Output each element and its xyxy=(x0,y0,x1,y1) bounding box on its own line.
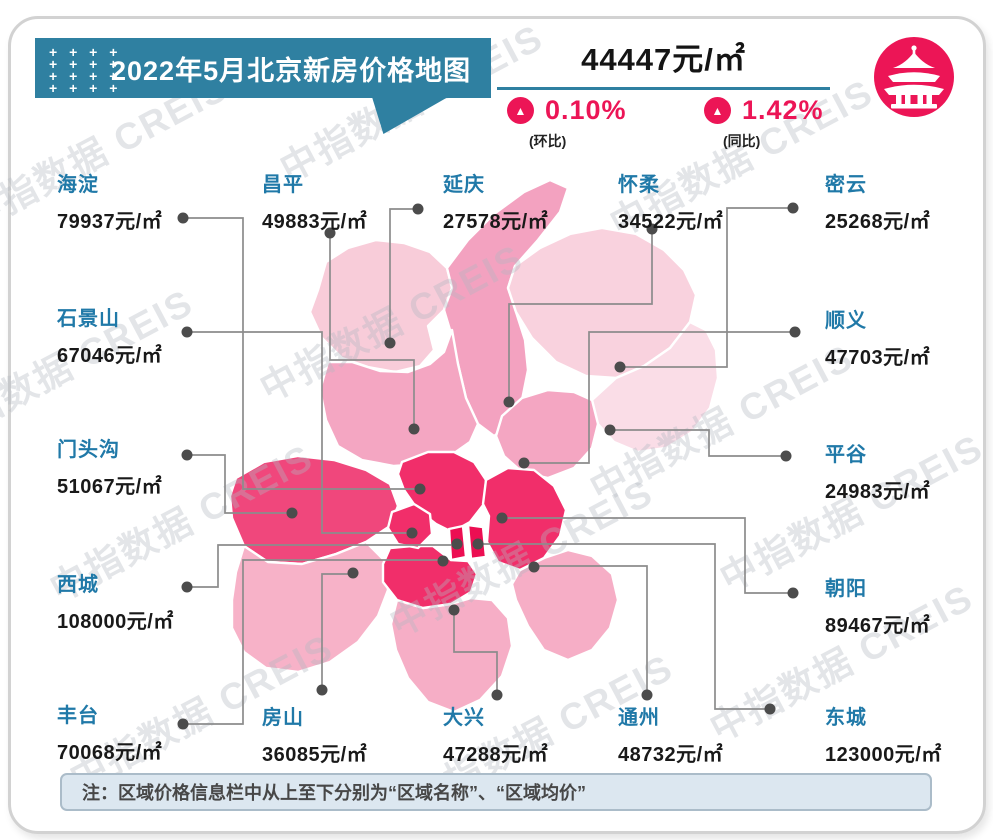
district-name: 东城 xyxy=(825,707,867,729)
header-divider xyxy=(497,87,830,90)
district-label-miyun: 密云 25268元/㎡ xyxy=(825,168,930,234)
footnote-text: 注：区域价格信息栏中从上至下分别为“区域名称”、“区域均价” xyxy=(82,783,586,803)
district-label-pinggu: 平谷 24983元/㎡ xyxy=(825,438,930,504)
district-label-yanqing: 延庆 27578元/㎡ xyxy=(443,168,548,234)
district-price: 25268元/㎡ xyxy=(825,211,931,233)
district-label-fengtai: 丰台 70068元/㎡ xyxy=(57,699,162,765)
district-price: 89467元/㎡ xyxy=(825,615,931,637)
district-name: 通州 xyxy=(618,707,660,729)
district-label-shijingshan: 石景山 67046元/㎡ xyxy=(57,302,162,368)
district-name: 密云 xyxy=(825,174,867,196)
up-arrow-icon: ▲ xyxy=(704,97,731,124)
district-name: 昌平 xyxy=(262,174,304,196)
district-label-xicheng: 西城 108000元/㎡ xyxy=(57,568,174,634)
district-price: 24983元/㎡ xyxy=(825,481,931,503)
district-price: 123000元/㎡ xyxy=(825,744,942,766)
district-label-daxing: 大兴 47288元/㎡ xyxy=(443,701,548,767)
district-name: 西城 xyxy=(57,574,99,596)
district-name: 延庆 xyxy=(443,174,485,196)
district-label-mentougou: 门头沟 51067元/㎡ xyxy=(57,433,162,499)
district-label-dongcheng: 东城 123000元/㎡ xyxy=(825,701,942,767)
yoy-stat: ▲ 1.42% xyxy=(704,95,824,126)
district-label-huairou: 怀柔 34522元/㎡ xyxy=(618,168,723,234)
district-label-haidian: 海淀 79937元/㎡ xyxy=(57,168,162,234)
mom-value: 0.10% xyxy=(545,95,627,125)
district-label-shunyi: 顺义 47703元/㎡ xyxy=(825,304,930,370)
district-name: 大兴 xyxy=(443,707,485,729)
yoy-value: 1.42% xyxy=(742,95,824,125)
mom-stat: ▲ 0.10% xyxy=(507,95,627,126)
district-price: 27578元/㎡ xyxy=(443,211,549,233)
up-arrow-icon: ▲ xyxy=(507,97,534,124)
city-average-price: 44447元/㎡ xyxy=(581,42,746,77)
district-name: 朝阳 xyxy=(825,578,867,600)
district-price: 51067元/㎡ xyxy=(57,476,163,498)
district-name: 门头沟 xyxy=(57,439,120,461)
footnote-box: 注：区域价格信息栏中从上至下分别为“区域名称”、“区域均价” xyxy=(60,773,932,811)
district-price: 47288元/㎡ xyxy=(443,744,549,766)
district-price: 67046元/㎡ xyxy=(57,345,163,367)
district-price: 70068元/㎡ xyxy=(57,742,163,764)
district-name: 丰台 xyxy=(57,705,99,727)
district-label-changping: 昌平 49883元/㎡ xyxy=(262,168,367,234)
district-price: 79937元/㎡ xyxy=(57,211,163,233)
district-price: 36085元/㎡ xyxy=(262,744,368,766)
title-banner: + + + + + + + + + + + + + + + + 2022年5月北… xyxy=(35,38,491,98)
yoy-caption: (同比) xyxy=(723,133,761,149)
district-price: 49883元/㎡ xyxy=(262,211,368,233)
district-label-fangshan: 房山 36085元/㎡ xyxy=(262,701,367,767)
district-name: 房山 xyxy=(262,707,304,729)
page-title: 2022年5月北京新房价格地图 xyxy=(111,55,472,86)
district-name: 怀柔 xyxy=(618,174,660,196)
plus-pattern-decoration: + + + + + + + + + + + + + + + + xyxy=(49,44,122,96)
temple-of-heaven-logo-icon xyxy=(874,37,954,117)
district-name: 顺义 xyxy=(825,310,867,332)
district-price: 108000元/㎡ xyxy=(57,611,174,633)
district-price: 48732元/㎡ xyxy=(618,744,724,766)
district-label-tongzhou: 通州 48732元/㎡ xyxy=(618,701,723,767)
district-price: 47703元/㎡ xyxy=(825,347,931,369)
card-border xyxy=(8,16,986,834)
mom-caption: (环比) xyxy=(529,133,567,149)
district-name: 海淀 xyxy=(57,174,99,196)
district-label-chaoyang: 朝阳 89467元/㎡ xyxy=(825,572,930,638)
district-price: 34522元/㎡ xyxy=(618,211,724,233)
district-name: 石景山 xyxy=(57,308,120,330)
district-name: 平谷 xyxy=(825,444,867,466)
